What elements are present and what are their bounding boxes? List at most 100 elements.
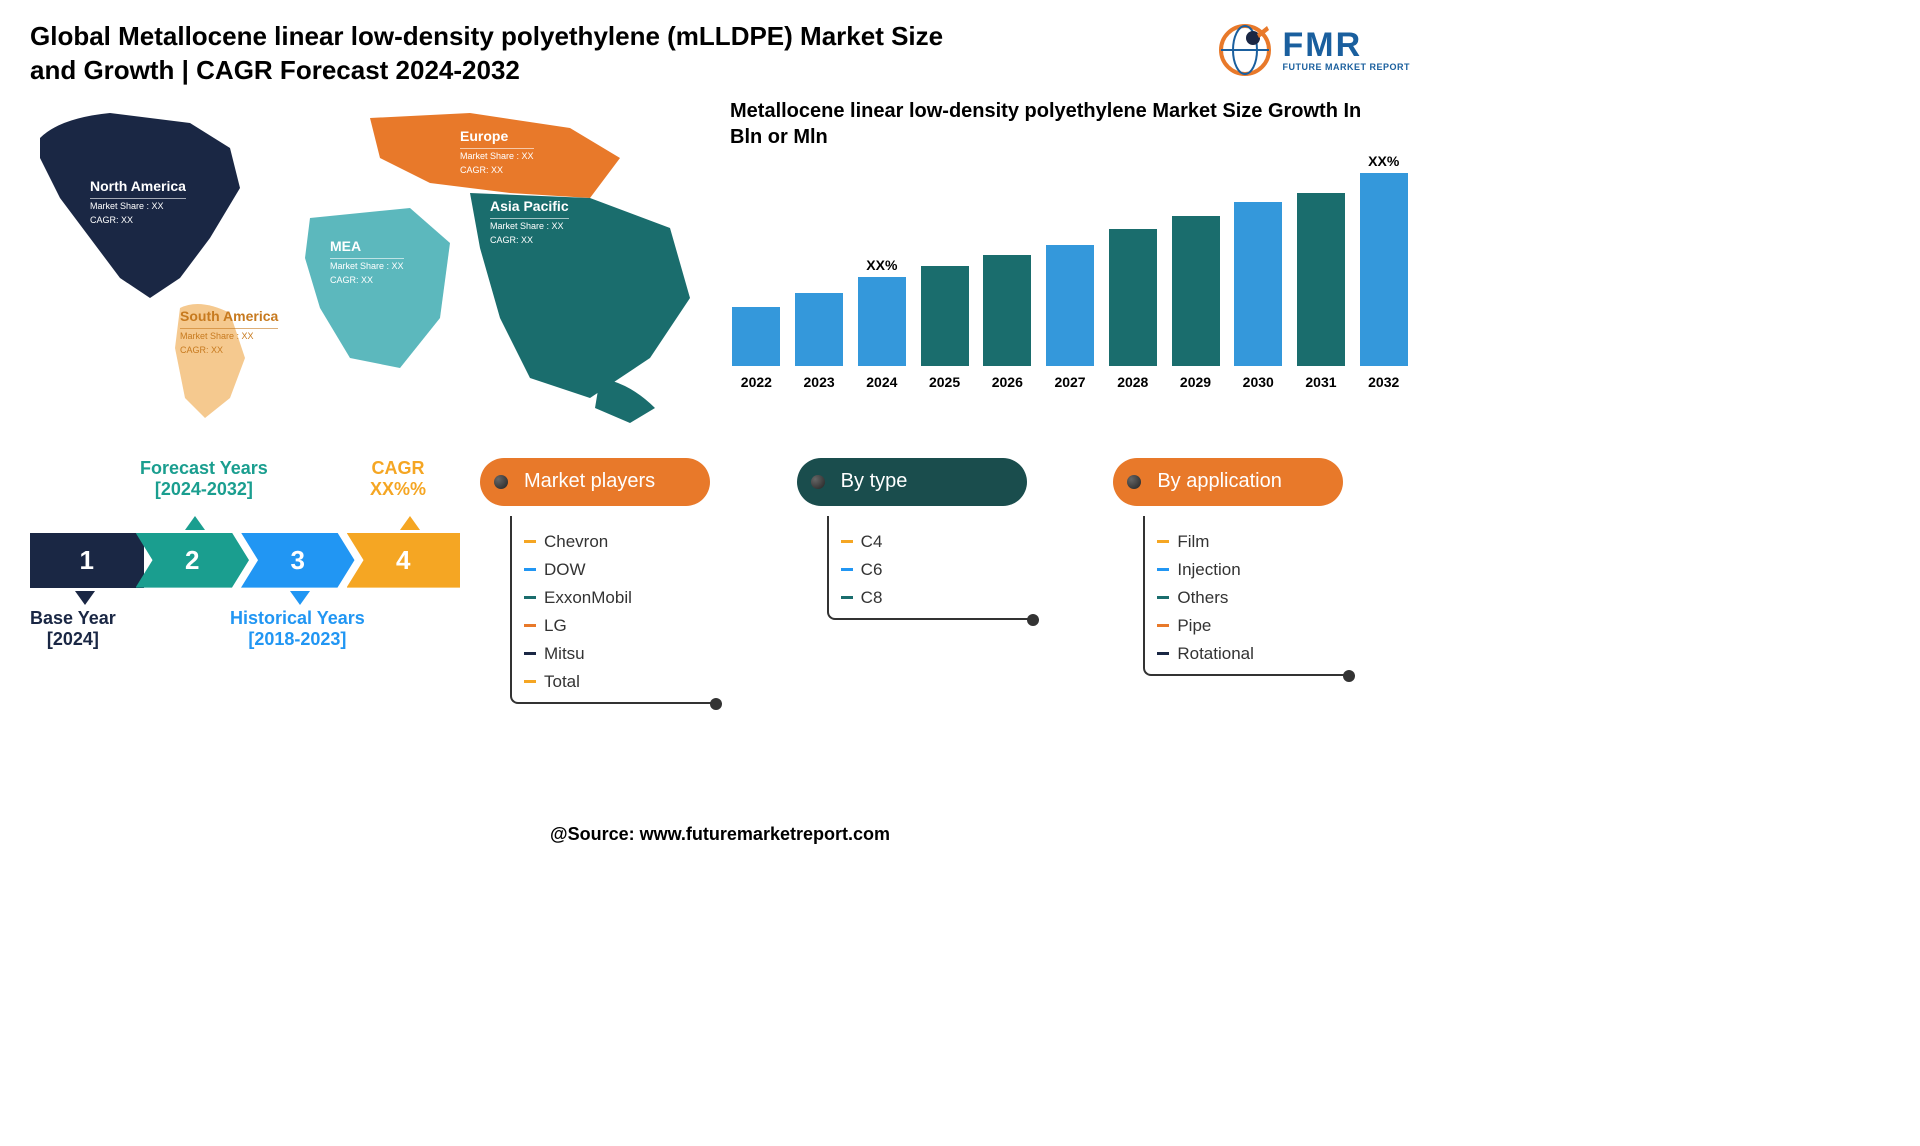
bullet-icon [841, 596, 853, 599]
bar-year-label: 2032 [1368, 374, 1399, 390]
list-item: C4 [841, 528, 1025, 556]
bar-annotation: XX% [1368, 153, 1399, 169]
bar-item: XX% 2032 [1357, 173, 1410, 390]
bar-year-label: 2022 [741, 374, 772, 390]
by-application-bracket: FilmInjectionOthersPipeRotational [1143, 516, 1353, 676]
bullet-icon [524, 540, 536, 543]
cagr-value: XX%% [370, 479, 426, 499]
base-label: Base Year [2024] [30, 608, 116, 650]
bar-year-label: 2031 [1305, 374, 1336, 390]
region-label-europe: Europe Market Share : XX CAGR: XX [460, 128, 534, 175]
arrow-hist-icon [290, 591, 310, 605]
by-type-bracket: C4C6C8 [827, 516, 1037, 620]
hist-label: Historical Years [2018-2023] [230, 608, 365, 650]
market-players-section: Market players ChevronDOWExxonMobilLGMit… [480, 458, 777, 704]
market-players-list: ChevronDOWExxonMobilLGMitsuTotal [524, 528, 708, 696]
list-item: Injection [1157, 556, 1341, 584]
by-application-list: FilmInjectionOthersPipeRotational [1157, 528, 1341, 668]
bar [858, 277, 906, 366]
logo-globe-icon [1215, 20, 1275, 80]
bar-item: 2027 [1044, 245, 1097, 390]
bar-year-label: 2027 [1054, 374, 1085, 390]
list-item: Film [1157, 528, 1341, 556]
world-map-section: North America Market Share : XX CAGR: XX… [30, 98, 710, 428]
bar-year-label: 2026 [992, 374, 1023, 390]
bar-chart: 2022 2023 XX% 2024 2025 2026 2027 2028 2… [730, 170, 1410, 390]
logo-text: FMR FUTURE MARKET REPORT [1283, 28, 1411, 72]
bar [1172, 216, 1220, 366]
cagr-label-text: CAGR [372, 458, 425, 478]
header-row: Global Metallocene linear low-density po… [30, 20, 1410, 88]
bar-item: 2025 [918, 266, 971, 390]
arrow-cagr-icon [400, 516, 420, 530]
list-item: Mitsu [524, 640, 708, 668]
bar-item: XX% 2024 [855, 277, 908, 390]
logo-main-text: FMR [1283, 28, 1411, 62]
arrow-base-icon [75, 591, 95, 605]
list-item: ExxonMobil [524, 584, 708, 612]
forecast-label-text: Forecast Years [140, 458, 268, 478]
arrow-forecast-icon [185, 516, 205, 530]
bullet-icon [841, 568, 853, 571]
bar-year-label: 2030 [1243, 374, 1274, 390]
cagr-label: CAGR XX%% [370, 458, 426, 500]
bar [795, 293, 843, 366]
brand-logo: FMR FUTURE MARKET REPORT [1215, 20, 1411, 80]
list-item: LG [524, 612, 708, 640]
market-players-header: Market players [480, 458, 710, 506]
bar [1109, 229, 1157, 365]
bar [983, 255, 1031, 366]
base-year: [2024] [47, 629, 99, 649]
region-label-mea: MEA Market Share : XX CAGR: XX [330, 238, 404, 285]
bullet-icon [1157, 624, 1169, 627]
dot-icon [811, 475, 825, 489]
bullet-icon [524, 624, 536, 627]
list-item: Total [524, 668, 708, 696]
bullet-icon [1157, 652, 1169, 655]
timeline-bar: 1 2 3 4 [30, 533, 460, 588]
forecast-label: Forecast Years [2024-2032] [140, 458, 268, 500]
bullet-icon [1157, 596, 1169, 599]
bar-item: 2031 [1295, 193, 1348, 390]
bullet-icon [524, 596, 536, 599]
dot-icon [1127, 475, 1141, 489]
by-type-list: C4C6C8 [841, 528, 1025, 612]
timeline-section: Forecast Years [2024-2032] CAGR XX%% 1 2… [30, 458, 460, 668]
forecast-years: [2024-2032] [155, 479, 253, 499]
timeline-seg-1: 1 [30, 533, 144, 588]
bullet-icon [524, 680, 536, 683]
bar-item: 2028 [1106, 229, 1159, 389]
bar [1046, 245, 1094, 366]
bar [1234, 202, 1282, 366]
bar-chart-section: Metallocene linear low-density polyethyl… [730, 98, 1410, 428]
bar-year-label: 2029 [1180, 374, 1211, 390]
bar-year-label: 2024 [866, 374, 897, 390]
by-application-title: By application [1157, 470, 1282, 493]
bar-annotation: XX% [866, 257, 897, 273]
region-label-south-america: South America Market Share : XX CAGR: XX [180, 308, 278, 355]
hist-label-text: Historical Years [230, 608, 365, 628]
bar [1360, 173, 1408, 366]
bullet-icon [524, 652, 536, 655]
timeline-seg-4: 4 [347, 533, 461, 588]
region-label-north-america: North America Market Share : XX CAGR: XX [90, 178, 186, 225]
content-row: North America Market Share : XX CAGR: XX… [30, 98, 1410, 428]
bullet-icon [1157, 568, 1169, 571]
bar-year-label: 2025 [929, 374, 960, 390]
bar [732, 307, 780, 366]
bar-item: 2030 [1232, 202, 1285, 390]
bar-item: 2029 [1169, 216, 1222, 390]
bar-year-label: 2028 [1117, 374, 1148, 390]
market-players-bracket: ChevronDOWExxonMobilLGMitsuTotal [510, 516, 720, 704]
list-item: C8 [841, 584, 1025, 612]
bar-year-label: 2023 [804, 374, 835, 390]
main-title: Global Metallocene linear low-density po… [30, 20, 950, 88]
by-type-section: By type C4C6C8 [797, 458, 1094, 704]
hist-years: [2018-2023] [248, 629, 346, 649]
base-label-text: Base Year [30, 608, 116, 628]
bullet-icon [524, 568, 536, 571]
dot-icon [494, 475, 508, 489]
list-item: Rotational [1157, 640, 1341, 668]
bottom-row: Forecast Years [2024-2032] CAGR XX%% 1 2… [30, 458, 1410, 704]
by-type-title: By type [841, 470, 908, 493]
